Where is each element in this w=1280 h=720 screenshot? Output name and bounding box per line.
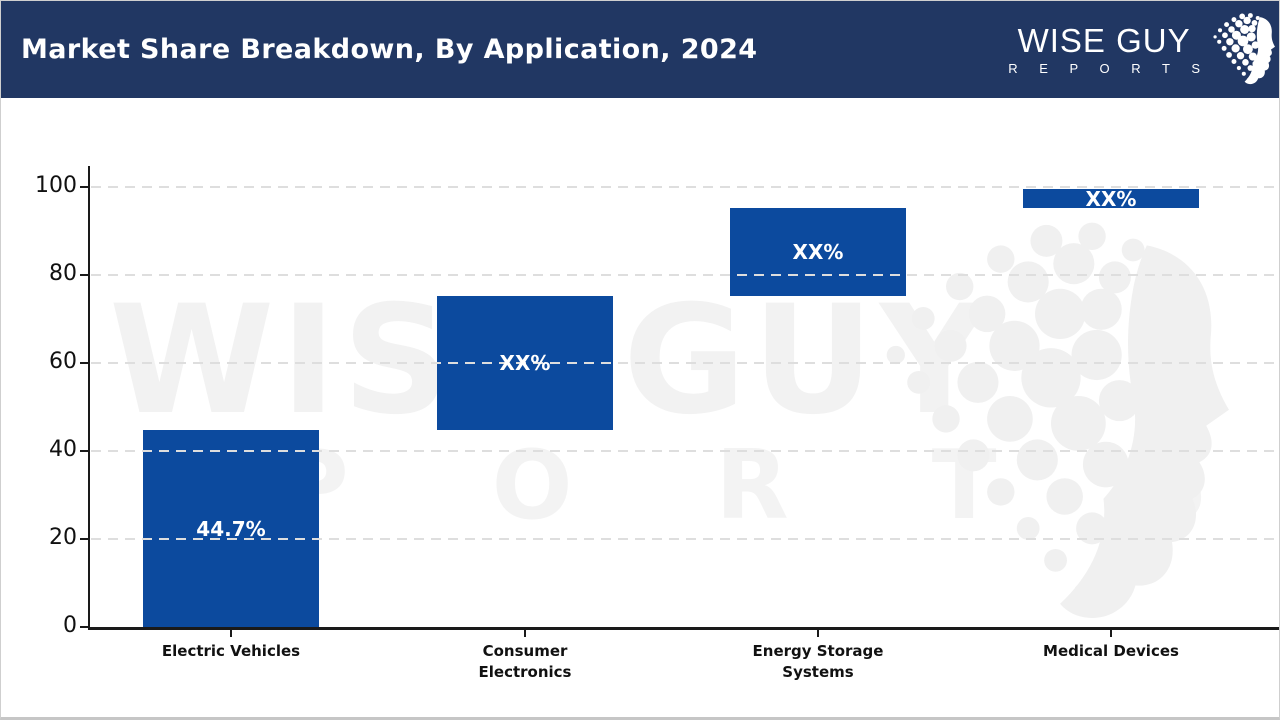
- y-tick-60: [80, 362, 89, 364]
- watermark-face-icon: [886, 222, 1229, 618]
- y-tick-label-20: 20: [49, 525, 77, 550]
- x-tick-medical-devices: [1110, 630, 1112, 637]
- bar-medical-devices: [1023, 189, 1199, 209]
- logo-wordmark: WISE GUY R E P O R T S: [999, 21, 1209, 76]
- chart-area: WISE GUY P O R T S 0 20 40 60 80 100 44.7% XX% X…: [1, 98, 1279, 717]
- bar-energy-storage-systems: [730, 208, 906, 297]
- header-banner: Market Share Breakdown, By Application, …: [1, 1, 1279, 98]
- grid-line-80: [91, 274, 1279, 276]
- y-tick-label-80: 80: [49, 261, 77, 286]
- x-tick-energy-storage-systems: [817, 630, 819, 637]
- x-tick-electric-vehicles: [230, 630, 232, 637]
- bar-value-label-medical-devices: XX%: [1085, 186, 1137, 211]
- y-tick-0: [80, 626, 89, 628]
- y-tick-label-60: 60: [49, 349, 77, 374]
- y-tick-20: [80, 538, 89, 540]
- y-tick-80: [80, 274, 89, 276]
- category-label-energy-storage-systems: Energy Storage Systems: [752, 642, 884, 681]
- page-title: Market Share Breakdown, By Application, …: [21, 34, 758, 65]
- grid-line-20: [91, 538, 1279, 540]
- category-label-consumer-electronics: Consumer Electronics: [478, 642, 572, 681]
- x-axis-line: [88, 627, 1279, 630]
- grid-line-100: [91, 186, 1279, 188]
- bar-value-label-energy-storage-systems: XX%: [792, 240, 844, 265]
- bar-value-label-electric-vehicles: 44.7%: [196, 516, 266, 541]
- grid-line-60: [91, 362, 1279, 364]
- y-tick-100: [80, 186, 89, 188]
- logo-face-icon: [1213, 12, 1275, 84]
- y-tick-label-100: 100: [35, 173, 77, 198]
- grid-line-40: [91, 450, 1279, 452]
- x-tick-consumer-electronics: [524, 630, 526, 637]
- category-label-electric-vehicles: Electric Vehicles: [161, 642, 301, 660]
- logo-wordmark-line1: WISE GUY: [1017, 21, 1191, 59]
- category-label-medical-devices: Medical Devices: [1043, 642, 1179, 660]
- bar-electric-vehicles: [143, 430, 319, 627]
- y-axis-line: [88, 166, 90, 628]
- logo-wordmark-line2: R E P O R T S: [1008, 60, 1209, 76]
- y-tick-40: [80, 450, 89, 452]
- y-tick-label-0: 0: [63, 613, 77, 638]
- brand-logo: WISE GUY R E P O R T S: [999, 7, 1275, 93]
- bar-value-label-consumer-electronics: XX%: [499, 351, 551, 376]
- y-tick-label-40: 40: [49, 437, 77, 462]
